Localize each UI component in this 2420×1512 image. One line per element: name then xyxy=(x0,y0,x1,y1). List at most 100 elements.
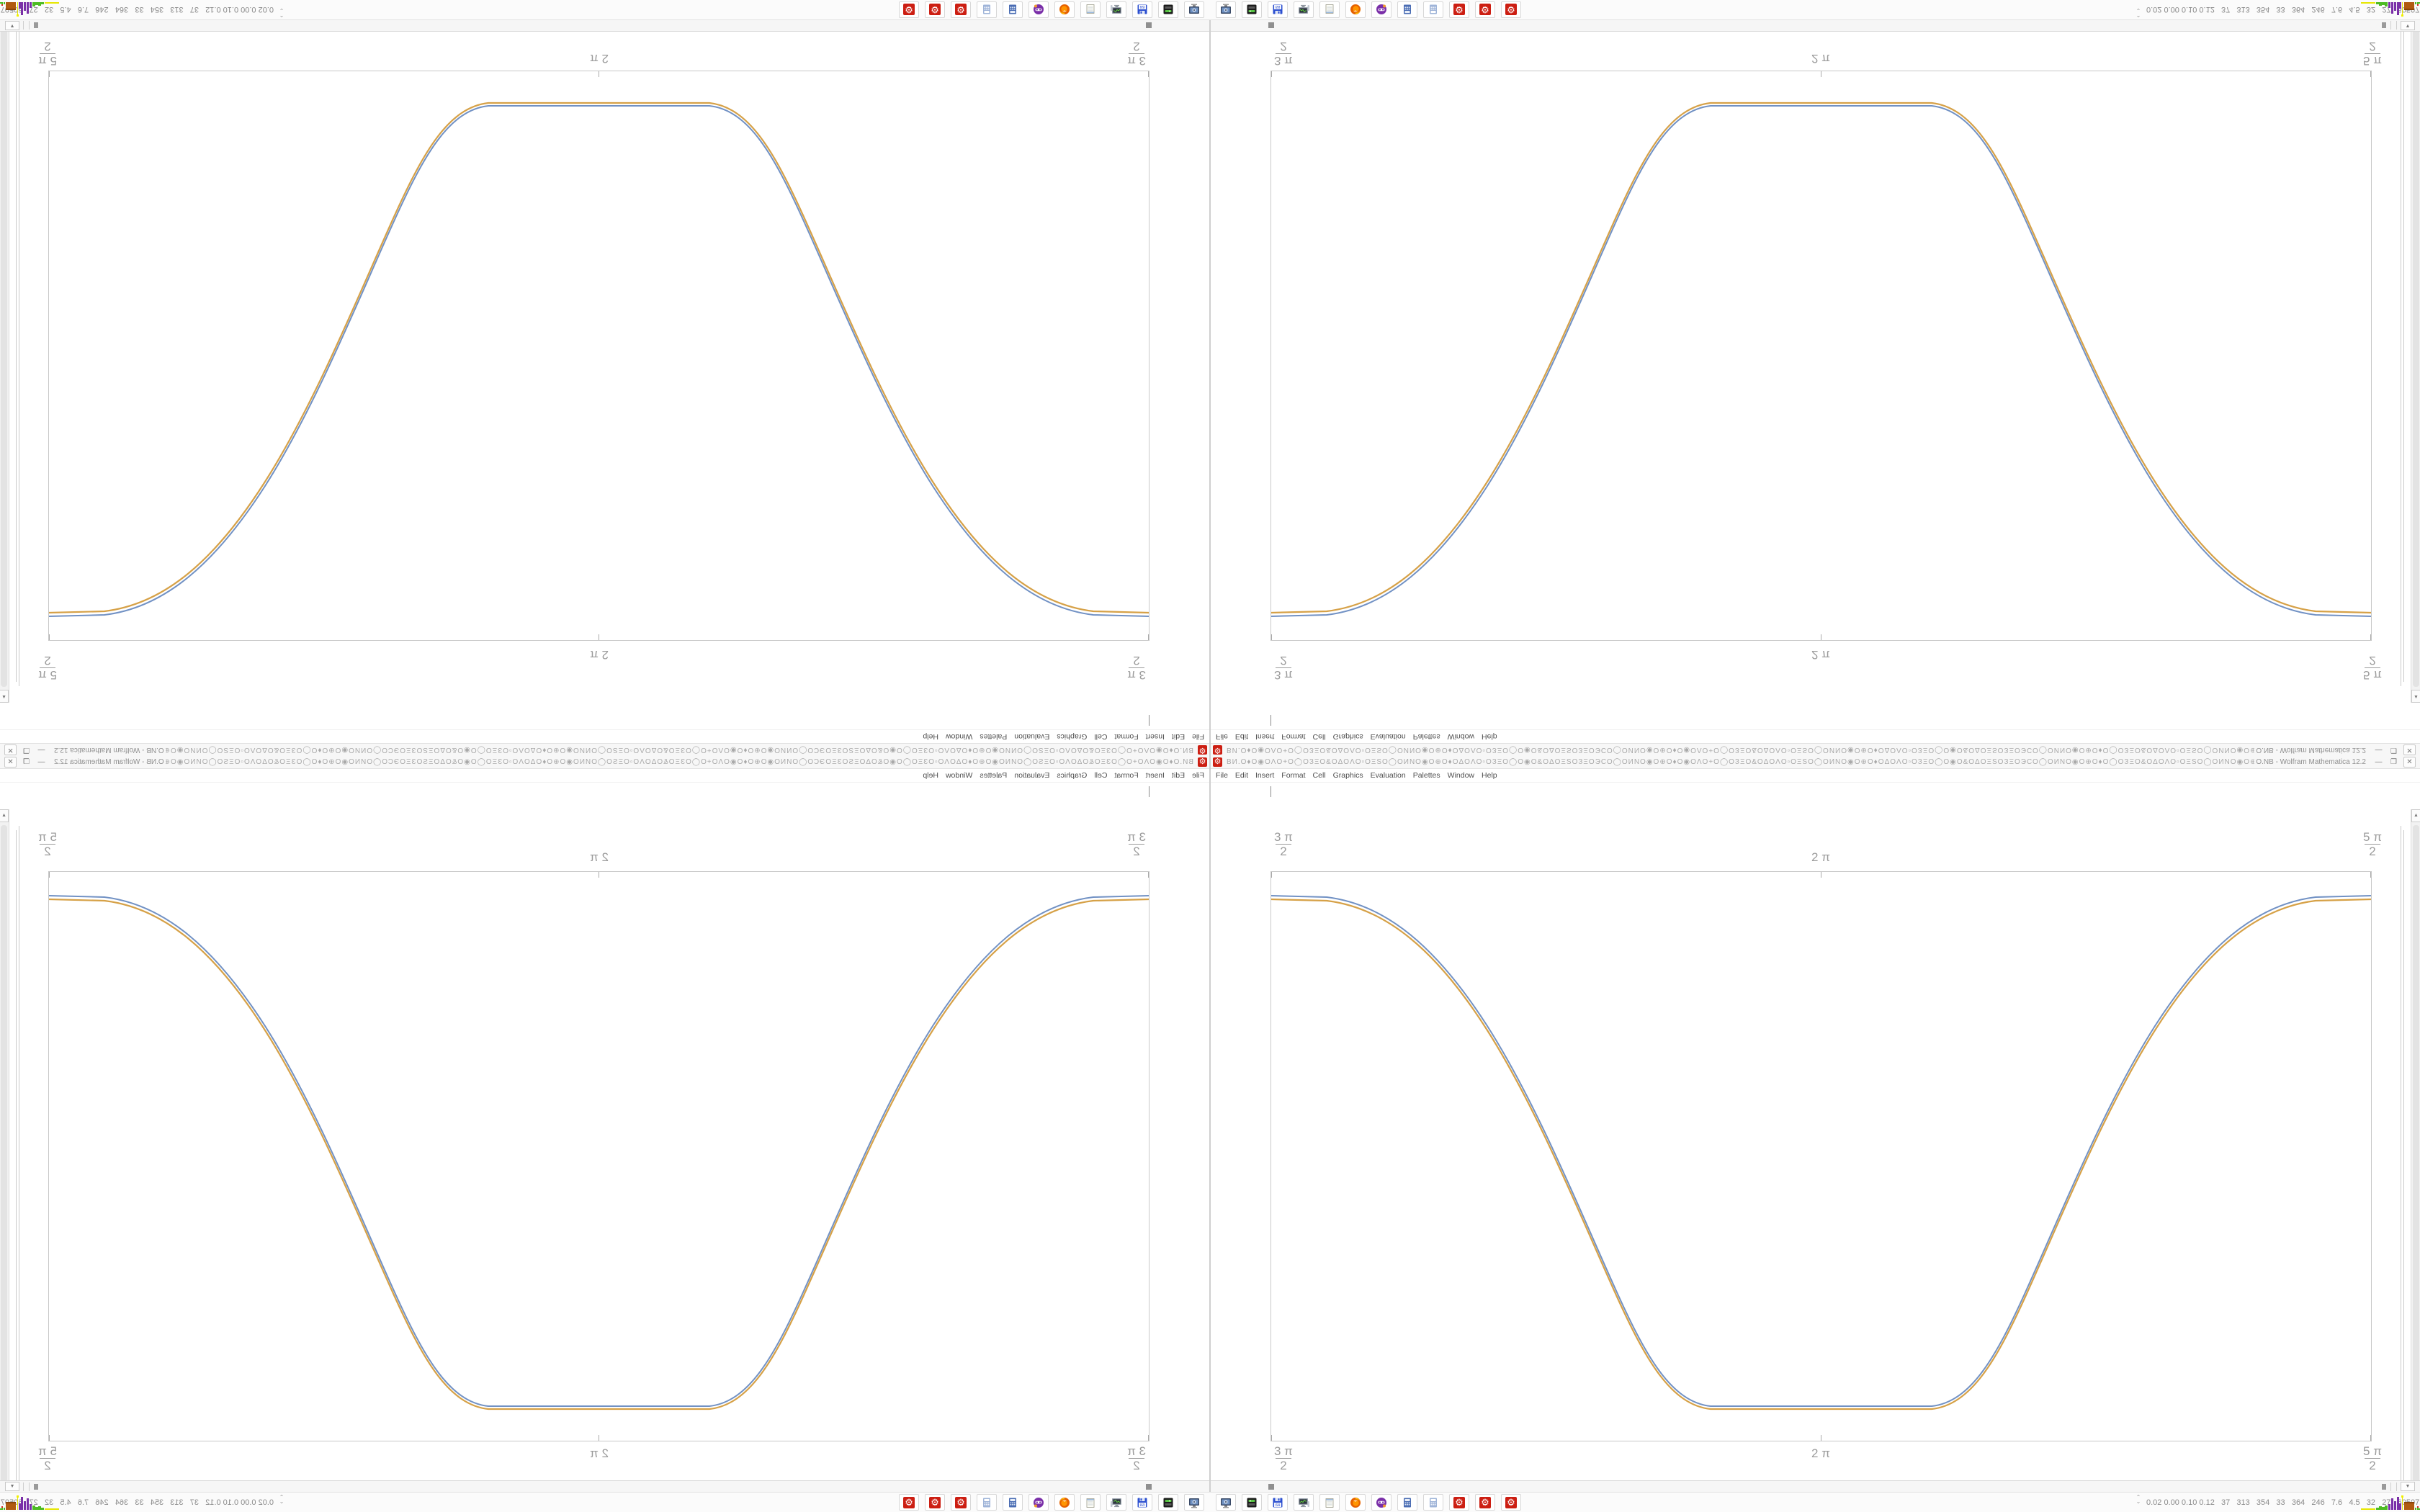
taskbar-button-mathematica-1[interactable]: ⚙ xyxy=(951,1494,971,1511)
taskbar-button-mathematica-1[interactable]: ⚙ xyxy=(951,1,971,18)
horizontal-scrollbar-thumb[interactable] xyxy=(1268,1484,1274,1490)
menu-insert[interactable]: Insert xyxy=(1255,771,1275,780)
menu-palettes[interactable]: Palettes xyxy=(1412,732,1440,741)
menu-help[interactable]: Help xyxy=(1482,732,1497,741)
scroll-down-arrow-icon[interactable]: ▼ xyxy=(5,1482,19,1491)
maximize-button[interactable]: ❐ xyxy=(23,758,30,766)
vertical-scrollbar-thumb[interactable] xyxy=(2413,825,2419,1502)
menu-help[interactable]: Help xyxy=(923,732,938,741)
taskbar-button-firefox[interactable] xyxy=(1054,1,1075,18)
menu-format[interactable]: Format xyxy=(1281,771,1306,780)
title-bar[interactable]: ⚙ ВИ.О♦О◉ОΛО+О◯ОЗΞО&ОΔОΛО▫ОΞЅО◯ОИNО◉О⊕О♦… xyxy=(1211,743,2420,756)
taskbar-button-mathematica-2[interactable]: ⚙ xyxy=(1475,1,1495,18)
taskbar-button-calculator-alt[interactable] xyxy=(1423,1,1443,18)
close-button[interactable]: ✕ xyxy=(2403,744,2416,755)
minimize-button[interactable]: — xyxy=(2375,758,2383,766)
taskbar-button-calculator[interactable] xyxy=(1397,1,1417,18)
taskbar-button-hardware[interactable] xyxy=(1158,1494,1178,1511)
minimize-button[interactable]: — xyxy=(2375,746,2383,754)
taskbar-button-calculator-alt[interactable] xyxy=(977,1494,997,1511)
menu-evaluation[interactable]: Evaluation xyxy=(1370,732,1406,741)
menu-edit[interactable]: Edit xyxy=(1171,732,1186,741)
taskbar-button-firefox[interactable] xyxy=(1345,1,1366,18)
taskbar-button-chat[interactable] xyxy=(1371,1,1392,18)
taskbar-button-sysmon[interactable] xyxy=(1106,1494,1126,1511)
horizontal-scrollbar-thumb[interactable] xyxy=(1146,22,1152,28)
menu-cell[interactable]: Cell xyxy=(1312,732,1326,741)
taskbar-button-chat[interactable] xyxy=(1371,1494,1392,1511)
menu-help[interactable]: Help xyxy=(923,771,938,780)
taskbar-button-notepad[interactable] xyxy=(1080,1,1101,18)
vertical-scrollbar[interactable]: ▲ xyxy=(0,5,9,703)
menu-graphics[interactable]: Graphics xyxy=(1057,732,1088,741)
menu-format[interactable]: Format xyxy=(1114,771,1139,780)
vertical-scrollbar-thumb[interactable] xyxy=(1,10,7,687)
menu-palettes[interactable]: Palettes xyxy=(1412,771,1440,780)
menu-graphics[interactable]: Graphics xyxy=(1332,771,1363,780)
taskbar-button-mathematica-2[interactable]: ⚙ xyxy=(925,1,945,18)
horizontal-scrollbar-thumb[interactable] xyxy=(1146,1484,1152,1490)
taskbar-button-screenshot[interactable] xyxy=(1216,1,1236,18)
taskbar-button-screenshot[interactable] xyxy=(1216,1494,1236,1511)
taskbar-button-notepad[interactable] xyxy=(1080,1494,1101,1511)
title-bar[interactable]: ⚙ ВИ.О♦О◉ОΛО+О◯ОЗΞО&ОΔОΛО▫ОΞЅО◯ОИNО◉О⊕О♦… xyxy=(1211,756,2420,769)
resize-grip[interactable] xyxy=(34,1484,38,1490)
taskbar-button-firefox[interactable] xyxy=(1345,1494,1366,1511)
vertical-scrollbar-thumb[interactable] xyxy=(1,825,7,1502)
taskbar-button-mathematica-2[interactable]: ⚙ xyxy=(925,1494,945,1511)
menu-insert[interactable]: Insert xyxy=(1255,732,1275,741)
scroll-up-arrow-icon[interactable]: ▲ xyxy=(2411,809,2420,822)
menu-insert[interactable]: Insert xyxy=(1145,732,1165,741)
tray-expander[interactable]: ⌃ ⌄ xyxy=(2135,1495,2142,1505)
tray-expander[interactable]: ⌃ ⌄ xyxy=(278,7,285,18)
minimize-button[interactable]: — xyxy=(37,758,45,766)
taskbar-button-floppy[interactable]: 64 xyxy=(1268,1494,1288,1511)
taskbar-button-floppy[interactable]: 64 xyxy=(1132,1494,1152,1511)
taskbar-button-hardware[interactable] xyxy=(1158,1,1178,18)
taskbar-button-notepad[interactable] xyxy=(1319,1494,1340,1511)
scroll-up-arrow-icon[interactable]: ▲ xyxy=(0,809,9,822)
taskbar-button-calculator[interactable] xyxy=(1003,1494,1023,1511)
taskbar-button-mathematica-3[interactable]: ⚙ xyxy=(1501,1,1521,18)
horizontal-scroll-strip[interactable]: ▼ xyxy=(1211,20,2420,32)
horizontal-scroll-strip[interactable]: ▼ xyxy=(0,1480,1209,1492)
cell-bracket[interactable] xyxy=(16,17,17,682)
taskbar-button-screenshot[interactable] xyxy=(1184,1494,1204,1511)
taskbar-button-mathematica-1[interactable]: ⚙ xyxy=(1449,1494,1469,1511)
title-bar[interactable]: ⚙ ВИ.О♦О◉ОΛО+О◯ОЗΞО&ОΔОΛО▫ОΞЅО◯ОИNО◉О⊕О♦… xyxy=(0,756,1209,769)
taskbar-button-calculator[interactable] xyxy=(1397,1494,1417,1511)
menu-insert[interactable]: Insert xyxy=(1145,771,1165,780)
vertical-scrollbar-thumb[interactable] xyxy=(2413,10,2419,687)
vertical-scrollbar[interactable]: ▲ xyxy=(2411,5,2420,703)
menu-edit[interactable]: Edit xyxy=(1234,771,1249,780)
menu-evaluation[interactable]: Evaluation xyxy=(1014,732,1050,741)
maximize-button[interactable]: ❐ xyxy=(2390,746,2397,754)
close-button[interactable]: ✕ xyxy=(2403,757,2416,768)
cell-bracket[interactable] xyxy=(2403,17,2404,682)
taskbar-button-mathematica-3[interactable]: ⚙ xyxy=(1501,1494,1521,1511)
menu-file[interactable]: File xyxy=(1216,732,1228,741)
taskbar-button-hardware[interactable] xyxy=(1242,1,1262,18)
taskbar-button-chat[interactable] xyxy=(1028,1,1049,18)
taskbar-button-sysmon[interactable] xyxy=(1294,1,1314,18)
taskbar-button-mathematica-1[interactable]: ⚙ xyxy=(1449,1,1469,18)
tray-expander[interactable]: ⌃ ⌄ xyxy=(2135,7,2142,18)
title-bar[interactable]: ⚙ ВИ.О♦О◉ОΛО+О◯ОЗΞО&ОΔОΛО▫ОΞЅО◯ОИNО◉О⊕О♦… xyxy=(0,743,1209,756)
scroll-down-arrow-icon[interactable]: ▼ xyxy=(5,21,19,30)
taskbar-button-calculator-alt[interactable] xyxy=(977,1,997,18)
maximize-button[interactable]: ❐ xyxy=(23,746,30,754)
taskbar-button-screenshot[interactable] xyxy=(1184,1,1204,18)
scroll-down-arrow-icon[interactable]: ▼ xyxy=(2401,1482,2415,1491)
menu-file[interactable]: File xyxy=(1192,771,1204,780)
taskbar-button-firefox[interactable] xyxy=(1054,1494,1075,1511)
vertical-scrollbar[interactable]: ▲ xyxy=(2411,809,2420,1507)
taskbar-button-floppy[interactable]: 64 xyxy=(1268,1,1288,18)
menu-format[interactable]: Format xyxy=(1281,732,1306,741)
close-button[interactable]: ✕ xyxy=(4,757,17,768)
cell-bracket[interactable] xyxy=(2403,830,2404,1495)
menu-palettes[interactable]: Palettes xyxy=(980,771,1008,780)
menu-window[interactable]: Window xyxy=(945,732,973,741)
menu-graphics[interactable]: Graphics xyxy=(1332,732,1363,741)
